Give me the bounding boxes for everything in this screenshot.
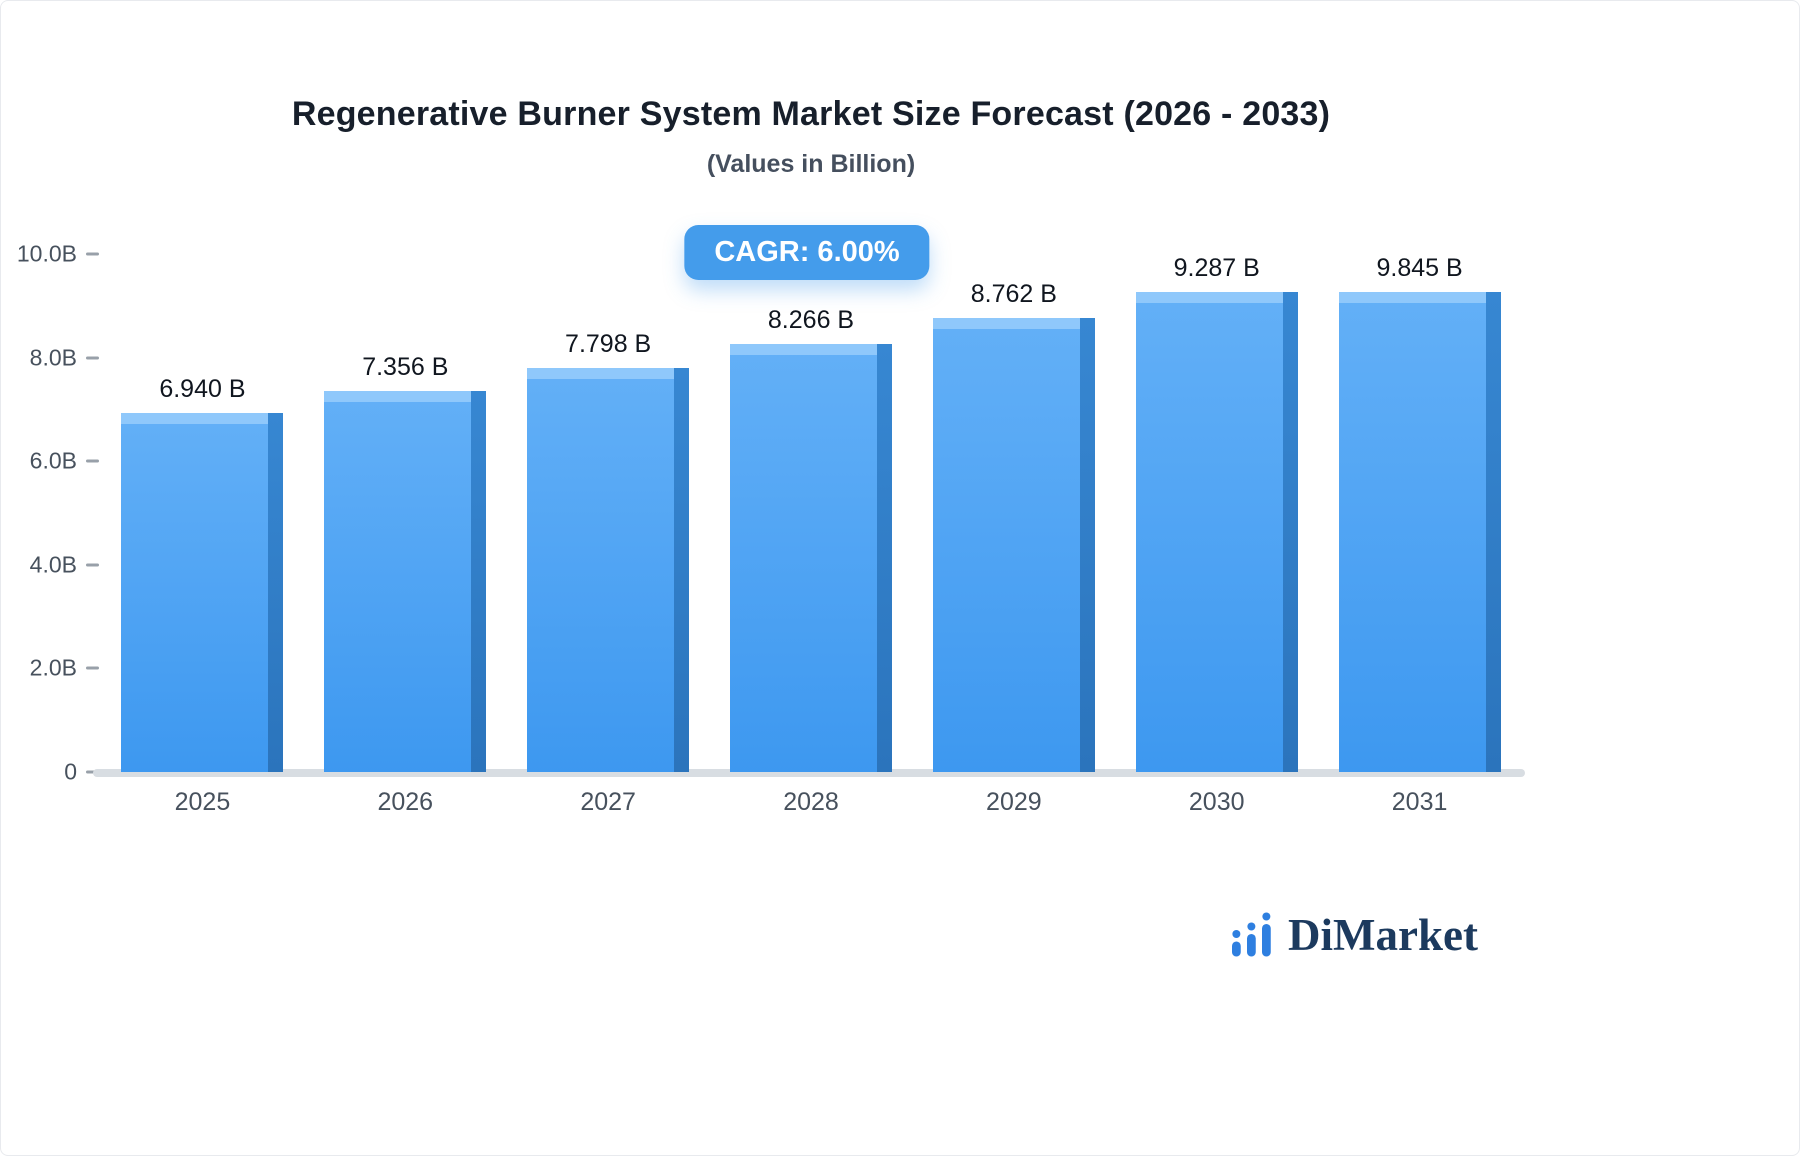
bar-group-2028: 8.266 B bbox=[710, 254, 913, 772]
bars-row: 6.940 B 7.356 B 7.798 B 8.266 B 8.762 B 9.287… bbox=[101, 254, 1521, 772]
bar-top-highlight bbox=[121, 412, 269, 424]
y-tick-2.0B: 2.0B bbox=[30, 655, 99, 682]
x-axis-label-2027: 2027 bbox=[580, 788, 636, 816]
bar-face bbox=[527, 368, 675, 772]
bar-group-2027: 7.798 B bbox=[507, 254, 710, 772]
x-axis-label-2030: 2030 bbox=[1188, 788, 1245, 816]
bar-side-face bbox=[877, 343, 892, 772]
bar-2028 bbox=[730, 343, 892, 772]
bar-top-highlight bbox=[527, 368, 675, 380]
y-tick-0: 0 bbox=[64, 759, 99, 786]
bar-2030 bbox=[1135, 292, 1298, 772]
bar-side-face bbox=[268, 412, 284, 772]
bar-face bbox=[730, 343, 877, 772]
y-tick-mark bbox=[86, 666, 99, 670]
x-axis-label-2026: 2026 bbox=[377, 788, 434, 816]
y-tick-label: 10.0B bbox=[16, 240, 77, 267]
y-tick-4.0B: 4.0B bbox=[30, 551, 99, 578]
bar-group-2025: 6.940 B bbox=[101, 254, 304, 772]
y-tick-10.0B: 10.0B bbox=[17, 241, 99, 268]
bar-2029 bbox=[932, 318, 1095, 772]
bar-face bbox=[932, 318, 1080, 772]
dimarket-logo-icon bbox=[1232, 912, 1271, 957]
y-tick-6.0B: 6.0B bbox=[30, 448, 99, 475]
bar-value-label-2027: 7.798 B bbox=[565, 330, 652, 359]
x-axis-label-2031: 2031 bbox=[1391, 788, 1448, 816]
bar-2027 bbox=[527, 368, 690, 772]
bar-value-label-2028: 8.266 B bbox=[767, 305, 855, 334]
bar-side-face bbox=[471, 391, 487, 772]
y-tick-mark bbox=[86, 770, 99, 774]
bar-value-label-2025: 6.940 B bbox=[159, 374, 246, 403]
bar-face bbox=[1338, 292, 1486, 772]
bar-face bbox=[121, 412, 269, 772]
bar-value-label-2030: 9.287 B bbox=[1173, 254, 1260, 282]
bar-value-label-2029: 8.762 B bbox=[970, 280, 1057, 309]
plot-area: 0 2.0B 4.0B 6.0B 8.0B 10.0B 6.940 B 7.356 B 7.7… bbox=[17, 241, 1525, 785]
y-tick-label: 4.0B bbox=[29, 551, 77, 578]
bar-group-2029: 8.762 B bbox=[912, 254, 1115, 772]
y-tick-label: 6.0B bbox=[29, 447, 77, 474]
y-tick-mark bbox=[86, 356, 99, 360]
x-axis-label-2025: 2025 bbox=[174, 788, 231, 816]
bar-side-face bbox=[1485, 292, 1501, 772]
cagr-badge: CAGR: 6.00% bbox=[684, 225, 930, 280]
cagr-badge-label: CAGR: 6.00% bbox=[714, 236, 900, 268]
x-axis-label-2029: 2029 bbox=[986, 788, 1042, 816]
chart-title: Regenerative Burner System Market Size F… bbox=[291, 95, 1331, 133]
y-tick-mark bbox=[86, 563, 99, 567]
y-tick-label: 8.0B bbox=[29, 344, 77, 371]
y-tick-mark bbox=[86, 252, 99, 256]
bar-side-face bbox=[674, 368, 690, 772]
y-tick-label: 2.0B bbox=[29, 654, 77, 681]
bar-2031 bbox=[1338, 292, 1501, 772]
x-axis-label-2028: 2028 bbox=[783, 788, 839, 816]
bar-top-highlight bbox=[1338, 292, 1486, 303]
bar-side-face bbox=[1079, 318, 1095, 772]
y-tick-label: 0 bbox=[64, 758, 77, 785]
dimarket-logo: DiMarket bbox=[1229, 909, 1478, 959]
bar-group-2030: 9.287 B bbox=[1115, 254, 1318, 772]
y-tick-mark bbox=[86, 459, 99, 463]
bar-top-highlight bbox=[932, 318, 1080, 330]
bar-face bbox=[1135, 292, 1283, 772]
bar-group-2031: 9.845 B bbox=[1318, 254, 1521, 772]
bar-top-highlight bbox=[324, 391, 472, 402]
x-axis-baseline bbox=[93, 769, 1525, 777]
bar-group-2026: 7.356 B bbox=[304, 254, 507, 772]
bar-value-label-2026: 7.356 B bbox=[362, 353, 449, 381]
bar-value-label-2031: 9.845 B bbox=[1376, 254, 1463, 282]
chart-subtitle: (Values in Billion) bbox=[706, 150, 916, 178]
dimarket-logo-text: DiMarket bbox=[1288, 909, 1478, 960]
bar-2025 bbox=[121, 412, 284, 772]
bar-top-highlight bbox=[730, 343, 877, 355]
bar-top-highlight bbox=[1135, 292, 1283, 303]
bar-face bbox=[324, 391, 472, 772]
bar-2026 bbox=[324, 391, 487, 772]
bar-side-face bbox=[1282, 292, 1298, 772]
x-axis-labels: 2025 2026 2027 2028 2029 2030 2031 bbox=[101, 788, 1521, 817]
chart-header: Regenerative Burner System Market Size F… bbox=[1, 95, 1621, 179]
y-tick-8.0B: 8.0B bbox=[30, 344, 99, 371]
